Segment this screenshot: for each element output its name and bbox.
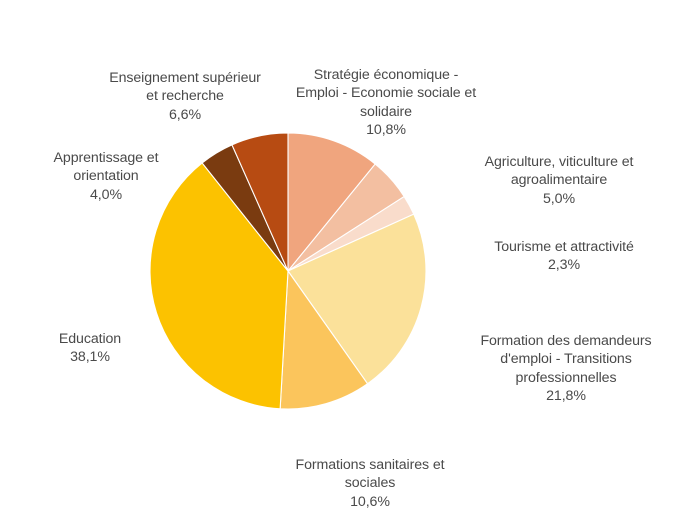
slice-label-percent: 2,3% xyxy=(548,257,580,274)
slice-label-percent: 10,8% xyxy=(366,122,406,139)
slice-label-name: Education xyxy=(58,330,122,347)
slice-label-name: Formations sanitaires et sociales xyxy=(295,456,445,492)
slice-label-percent: 4,0% xyxy=(90,186,122,203)
slice-label-percent: 5,0% xyxy=(543,190,575,207)
slice-label-percent: 6,6% xyxy=(169,106,201,123)
slice-label-name: Tourisme et attractivité xyxy=(494,238,634,255)
pie-chart-svg xyxy=(149,132,427,410)
slice-label-percent: 10,6% xyxy=(350,493,390,510)
slice-label-name: Apprentissage et orientation xyxy=(53,149,159,185)
slice-label-name: Formation des demandeurs d'emploi - Tran… xyxy=(480,332,652,386)
slice-label-formations-sanitaires-et-sociales: Formations sanitaires et sociales 10,6% xyxy=(258,437,482,530)
slice-label-name: Stratégie économique - Emploi - Economie… xyxy=(295,66,477,120)
slice-label-agriculture-viticulture-agroalimentaire: Agriculture, viticulture et agroalimenta… xyxy=(430,134,688,227)
slice-label-name: Enseignement supérieur et recherche xyxy=(109,69,261,105)
pie-slice[interactable] xyxy=(279,269,369,410)
pie-slice[interactable] xyxy=(231,132,289,272)
slice-label-name: Agriculture, viticulture et agroalimenta… xyxy=(484,153,634,189)
pie-slice[interactable] xyxy=(287,213,427,385)
slice-label-enseignement-superieur-et-recherche: Enseignement supérieur et recherche 6,6% xyxy=(70,50,300,143)
slice-label-formation-demandeurs-emploi: Formation des demandeurs d'emploi - Tran… xyxy=(440,313,692,425)
pie-chart-canvas xyxy=(149,132,427,410)
pie-slice[interactable] xyxy=(287,132,376,273)
slice-label-apprentissage-et-orientation: Apprentissage et orientation 4,0% xyxy=(20,130,192,223)
slice-label-tourisme-et-attractivite: Tourisme et attractivité 2,3% xyxy=(440,219,688,293)
pie-slice[interactable] xyxy=(149,162,289,410)
slice-label-percent: 21,8% xyxy=(546,388,586,405)
slice-label-strategie-economique: Stratégie économique - Emploi - Economie… xyxy=(277,47,495,159)
slice-label-percent: 38,1% xyxy=(70,349,110,366)
slice-label-education: Education 38,1% xyxy=(14,311,166,385)
pie-chart-figure: Enseignement supérieur et recherche 6,6%… xyxy=(14,47,692,510)
